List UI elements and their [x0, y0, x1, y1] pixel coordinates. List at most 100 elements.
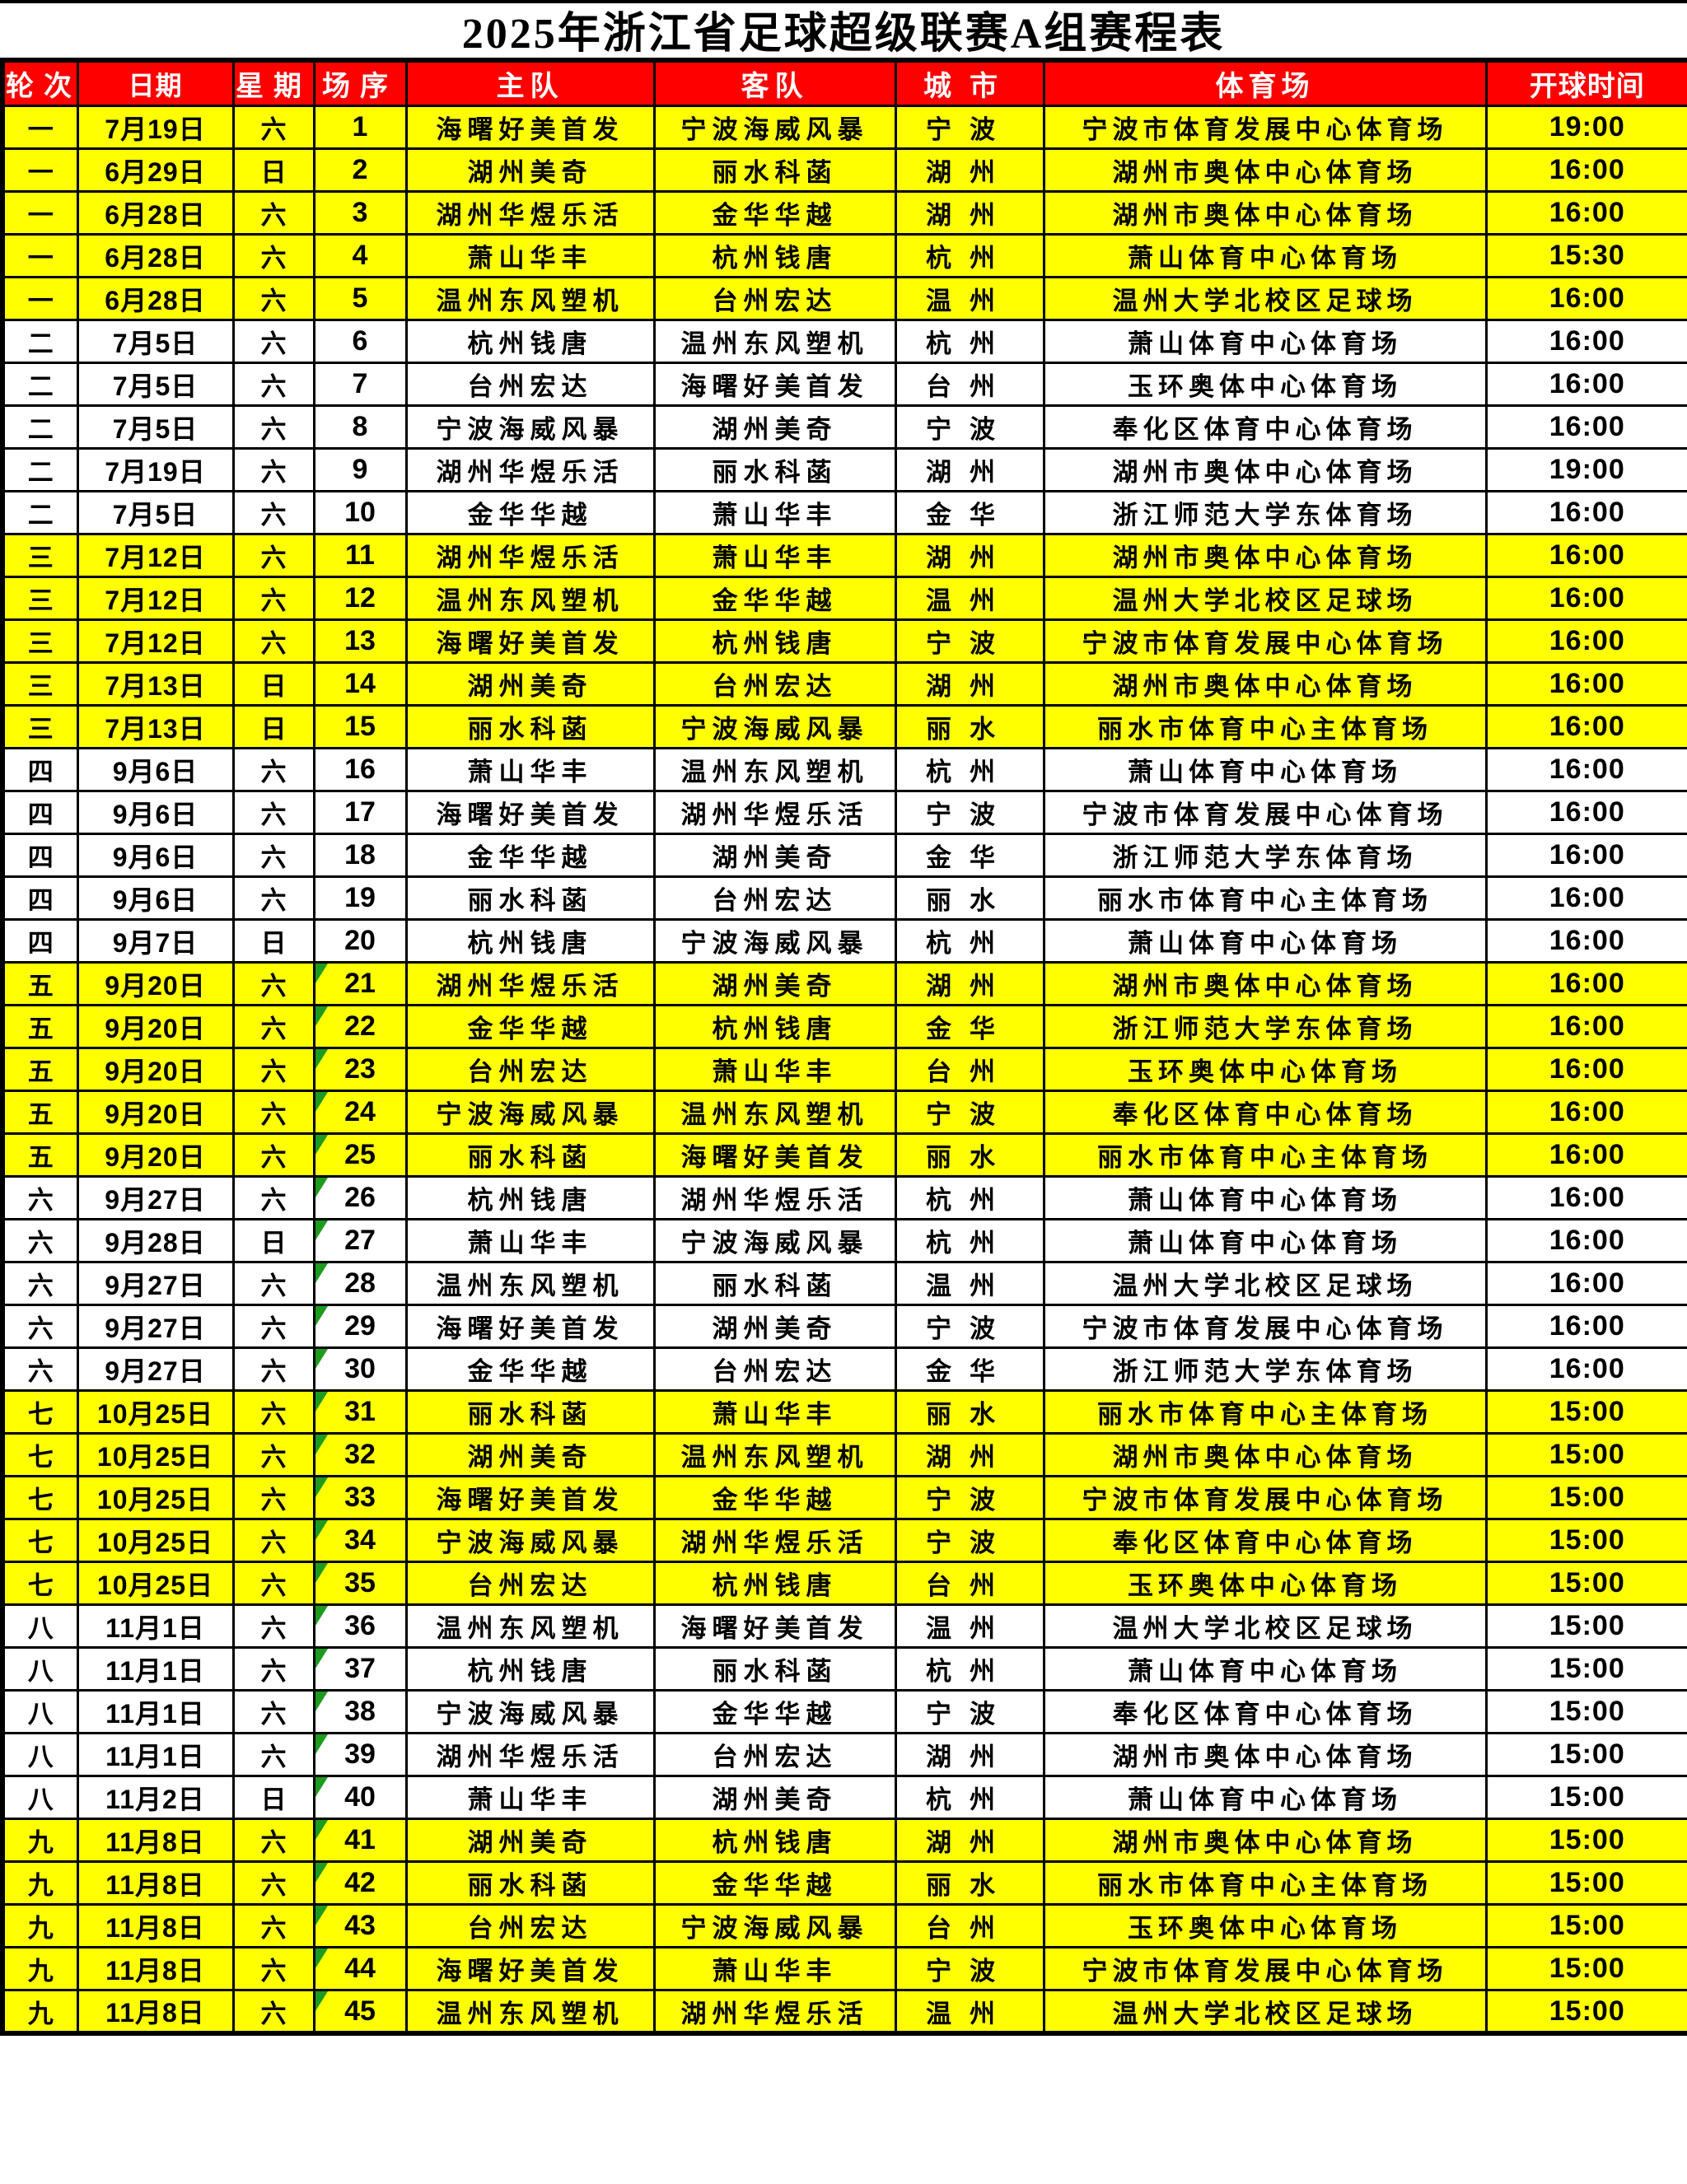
cell-city: 台州 — [894, 1047, 1045, 1092]
column-header-date: 日期 — [76, 58, 235, 107]
cell-seq: 25 — [312, 1132, 408, 1178]
cell-round: 六 — [1, 1261, 79, 1306]
cell-round: 四 — [1, 833, 79, 878]
cell-away: 金华华越 — [652, 1860, 897, 1906]
cell-stadium: 宁波市体育发展中心体育场 — [1042, 618, 1488, 664]
cell-weekday: 六 — [231, 1689, 315, 1734]
table-row: 八 11月1日六 38 宁波海威风暴 金华华越 宁波 奉化区体育中心体育场 15:00 — [1, 1689, 1687, 1734]
cell-kickoff: 16:00 — [1484, 1261, 1687, 1306]
cell-kickoff: 16:00 — [1484, 147, 1687, 193]
cell-home: 杭州钱唐 — [404, 319, 656, 364]
cell-city: 湖州 — [894, 533, 1045, 578]
cell-home: 金华华越 — [404, 490, 656, 535]
cell-kickoff: 16:00 — [1484, 490, 1687, 535]
cell-stadium: 奉化区体育中心体育场 — [1042, 1090, 1488, 1135]
table-row: 一 6月29日日 2 湖州美奇 丽水科菡 湖州 湖州市奥体中心体育场 16:00 — [1, 147, 1687, 193]
cell-round: 一 — [1, 105, 79, 150]
cell-seq: 28 — [312, 1261, 408, 1306]
table-row: 二 7月5日六 6 杭州钱唐 温州东风塑机 杭州 萧山体育中心体育场 16:00 — [1, 319, 1687, 364]
cell-kickoff: 16:00 — [1484, 661, 1687, 707]
cell-date: 9月20日 — [76, 1004, 235, 1049]
cell-home: 海曙好美首发 — [404, 1304, 656, 1349]
cell-kickoff: 16:00 — [1484, 1175, 1687, 1220]
table-row: 五 9月20日六 22 金华华越 杭州钱唐 金华 浙江师范大学东体育场 16:00 — [1, 1004, 1687, 1049]
cell-stadium: 宁波市体育发展中心体育场 — [1042, 105, 1488, 150]
cell-weekday: 六 — [231, 105, 315, 150]
cell-seq: 1 — [312, 105, 408, 150]
cell-away: 温州东风塑机 — [652, 319, 897, 364]
cell-seq: 43 — [312, 1903, 408, 1948]
table-row: 六 9月27日六 29 海曙好美首发 湖州美奇 宁波 宁波市体育发展中心体育场 16:00 — [1, 1304, 1687, 1349]
cell-weekday: 六 — [231, 404, 315, 450]
cell-date: 7月12日 — [76, 576, 235, 621]
cell-away: 杭州钱唐 — [652, 1818, 897, 1863]
cell-round: 六 — [1, 1346, 79, 1392]
cell-stadium: 萧山体育中心体育场 — [1042, 233, 1488, 278]
cell-home: 湖州华煜乐活 — [404, 961, 656, 1006]
cell-stadium: 丽水市体育中心主体育场 — [1042, 704, 1488, 749]
cell-seq: 32 — [312, 1432, 408, 1477]
cell-date: 7月5日 — [76, 404, 235, 450]
column-header-round: 轮次 — [1, 58, 79, 107]
cell-round: 六 — [1, 1218, 79, 1263]
cell-seq: 29 — [312, 1304, 408, 1349]
cell-date: 9月7日 — [76, 918, 235, 964]
cell-kickoff: 15:00 — [1484, 1989, 1687, 2035]
cell-city: 丽水 — [894, 875, 1045, 921]
cell-home: 金华华越 — [404, 833, 656, 878]
cell-weekday: 六 — [231, 1004, 315, 1049]
cell-away: 金华华越 — [652, 576, 897, 621]
cell-city: 宁波 — [894, 404, 1045, 450]
cell-home: 丽水科菡 — [404, 1132, 656, 1178]
cell-city: 温州 — [894, 1989, 1045, 2035]
cell-weekday: 六 — [231, 1346, 315, 1392]
cell-weekday: 六 — [231, 276, 315, 321]
cell-date: 7月12日 — [76, 533, 235, 578]
cell-round: 九 — [1, 1989, 79, 2035]
table-row: 二 7月5日六 7 台州宏达 海曙好美首发 台州 玉环奥体中心体育场 16:00 — [1, 362, 1687, 407]
cell-stadium: 温州大学北校区足球场 — [1042, 1603, 1488, 1649]
column-header-away: 客队 — [652, 58, 897, 107]
cell-home: 温州东风塑机 — [404, 576, 656, 621]
cell-date: 11月8日 — [76, 1860, 235, 1906]
cell-home: 海曙好美首发 — [404, 105, 656, 150]
cell-round: 二 — [1, 362, 79, 407]
cell-home: 萧山华丰 — [404, 233, 656, 278]
cell-date: 11月2日 — [76, 1775, 235, 1820]
cell-home: 丽水科菡 — [404, 1860, 656, 1906]
cell-weekday: 六 — [231, 1175, 315, 1220]
cell-kickoff: 19:00 — [1484, 105, 1687, 150]
cell-date: 6月28日 — [76, 276, 235, 321]
cell-away: 湖州华煜乐活 — [652, 790, 897, 835]
cell-seq: 38 — [312, 1689, 408, 1734]
cell-seq: 10 — [312, 490, 408, 535]
cell-round: 八 — [1, 1603, 79, 1649]
cell-home: 温州东风塑机 — [404, 1603, 656, 1649]
cell-city: 宁波 — [894, 1304, 1045, 1349]
cell-seq: 23 — [312, 1047, 408, 1092]
cell-seq: 45 — [312, 1989, 408, 2035]
cell-city: 温州 — [894, 1603, 1045, 1649]
cell-away: 宁波海威风暴 — [652, 918, 897, 964]
cell-home: 温州东风塑机 — [404, 1989, 656, 2035]
cell-city: 杭州 — [894, 918, 1045, 964]
cell-kickoff: 15:00 — [1484, 1903, 1687, 1948]
cell-away: 杭州钱唐 — [652, 233, 897, 278]
cell-stadium: 宁波市体育发展中心体育场 — [1042, 790, 1488, 835]
table-row: 一 7月19日六 1 海曙好美首发 宁波海威风暴 宁波 宁波市体育发展中心体育场 19:00 — [1, 105, 1687, 150]
cell-stadium: 丽水市体育中心主体育场 — [1042, 1860, 1488, 1906]
cell-seq: 20 — [312, 918, 408, 964]
cell-round: 三 — [1, 618, 79, 664]
cell-date: 9月28日 — [76, 1218, 235, 1263]
cell-date: 9月20日 — [76, 1047, 235, 1092]
cell-round: 一 — [1, 190, 79, 236]
cell-home: 海曙好美首发 — [404, 1946, 656, 1991]
cell-weekday: 六 — [231, 533, 315, 578]
cell-stadium: 萧山体育中心体育场 — [1042, 1218, 1488, 1263]
cell-home: 杭州钱唐 — [404, 1175, 656, 1220]
cell-away: 台州宏达 — [652, 1732, 897, 1777]
column-header-seq: 场序 — [312, 58, 408, 107]
cell-stadium: 浙江师范大学东体育场 — [1042, 1004, 1488, 1049]
table-row: 一 6月28日六 4 萧山华丰 杭州钱唐 杭州 萧山体育中心体育场 15:30 — [1, 233, 1687, 278]
cell-kickoff: 16:00 — [1484, 276, 1687, 321]
